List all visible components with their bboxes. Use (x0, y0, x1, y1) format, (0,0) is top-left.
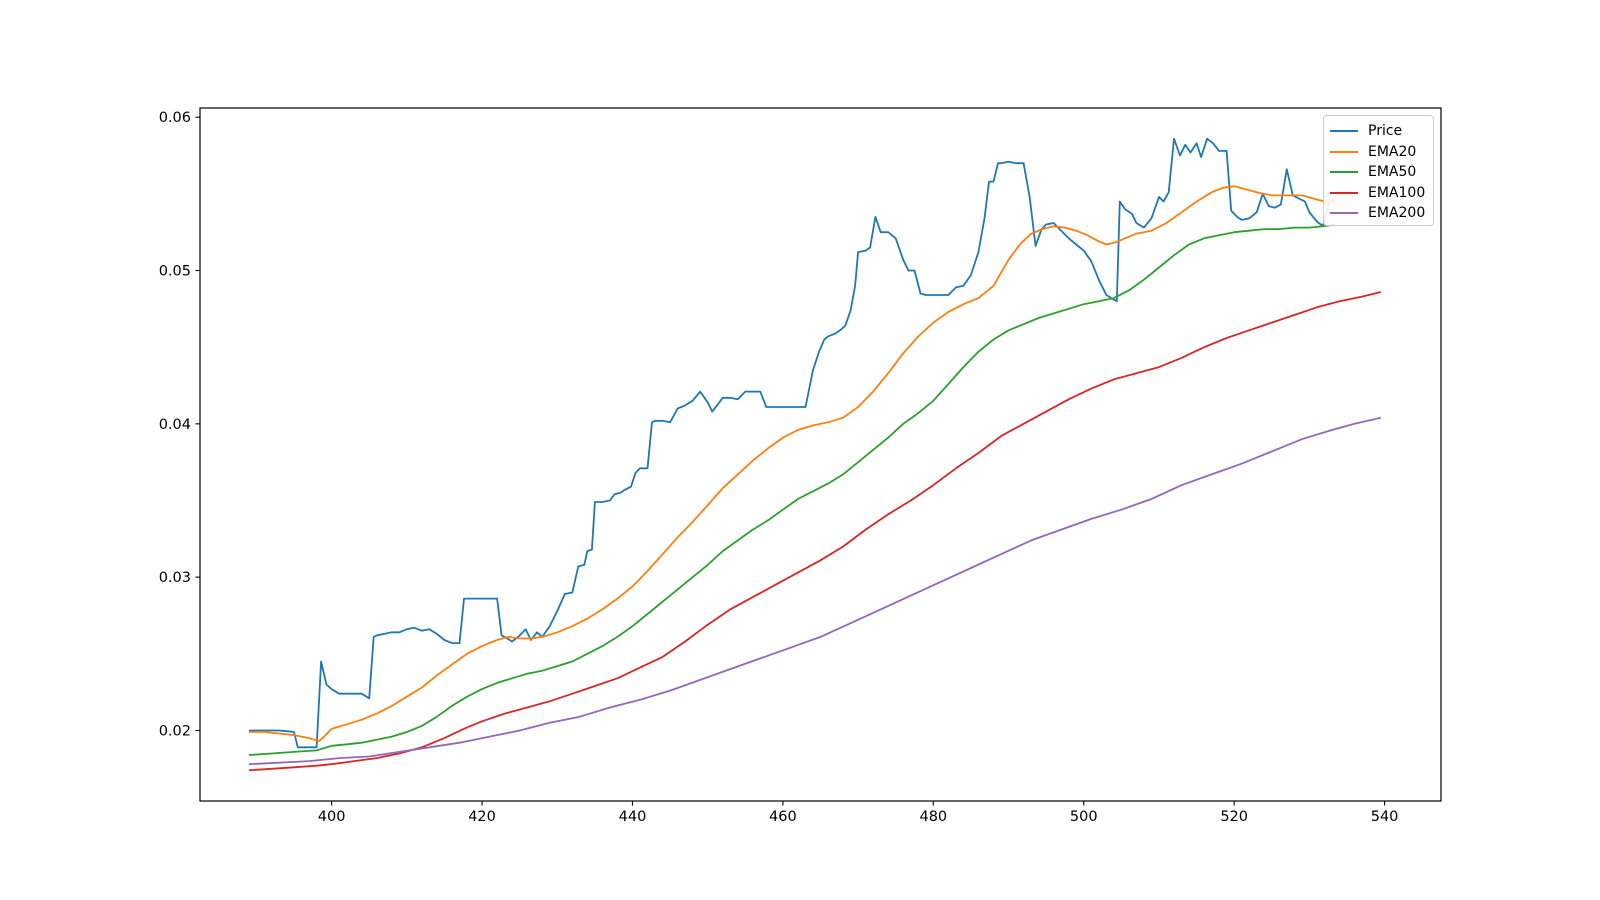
ema20-line (248, 185, 1336, 743)
legend-line-swatch (1330, 212, 1358, 215)
legend-item-ema200: EMA200 (1330, 203, 1427, 224)
legend-item-ema20: EMA20 (1330, 142, 1427, 163)
ema200-line (248, 416, 1382, 766)
x-tick-label: 460 (769, 809, 797, 825)
legend: Price EMA20 EMA50 EMA100 EMA200 (1323, 115, 1434, 226)
x-tick-label: 540 (1371, 809, 1399, 825)
plot-frame (199, 107, 1442, 802)
legend-item-price: Price (1330, 121, 1427, 142)
x-tick-label: 500 (1070, 809, 1098, 825)
x-tick-label: 400 (318, 809, 346, 825)
y-tick-label: 0.04 (159, 417, 191, 433)
x-tick-label: 520 (1220, 809, 1248, 825)
y-tick-label: 0.03 (159, 570, 191, 586)
legend-item-ema50: EMA50 (1330, 162, 1427, 183)
legend-line-swatch (1330, 171, 1358, 174)
x-tick-label: 420 (468, 809, 496, 825)
y-tick-label: 0.02 (159, 723, 191, 739)
legend-item-ema100: EMA100 (1330, 183, 1427, 204)
y-tick-label: 0.06 (159, 110, 191, 126)
legend-label: EMA100 (1368, 184, 1426, 201)
legend-label: EMA200 (1368, 205, 1426, 221)
x-tick-label: 440 (619, 809, 647, 825)
legend-label: EMA50 (1368, 164, 1417, 180)
legend-label: EMA20 (1368, 143, 1417, 160)
legend-line-swatch (1330, 191, 1358, 194)
legend-label: Price (1368, 123, 1403, 139)
ema100-line (248, 291, 1382, 772)
y-tick-label: 0.05 (159, 264, 191, 280)
legend-line-swatch (1330, 130, 1358, 133)
legend-line-swatch (1330, 150, 1358, 153)
price-line (248, 137, 1335, 749)
x-tick-label: 480 (919, 809, 947, 825)
ema50-line (248, 223, 1336, 756)
